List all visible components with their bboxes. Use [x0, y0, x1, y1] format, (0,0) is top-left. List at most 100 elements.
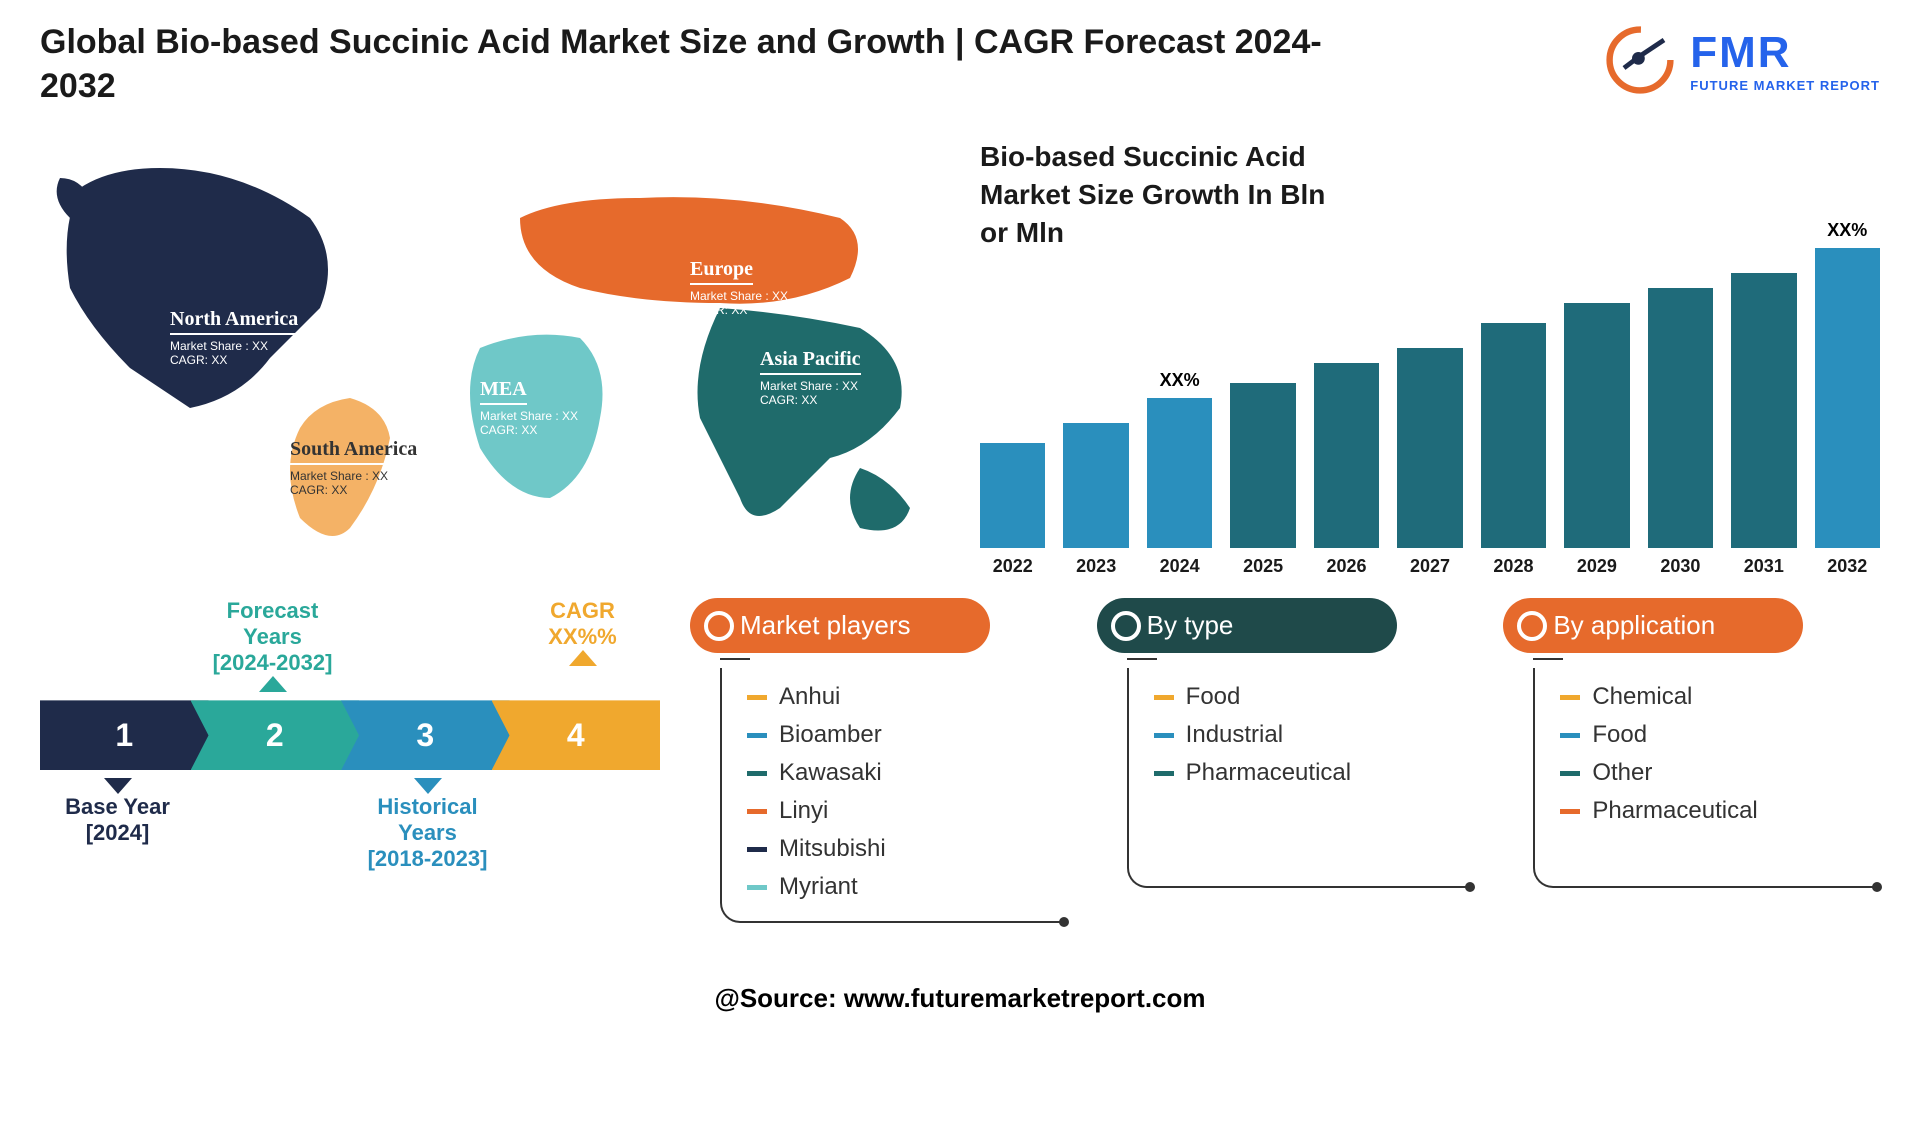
info-column: Market players Anhui Bioamber Kawasaki Linyi…: [690, 598, 1067, 923]
list-item: Pharmaceutical: [1560, 797, 1870, 825]
bar: [1063, 423, 1128, 548]
timeline-top-label: CAGRXX%%: [505, 598, 660, 650]
list-item: Anhui: [747, 683, 1057, 711]
region-label: North AmericaMarket Share : XXCAGR: XX: [170, 308, 298, 367]
item-dash-icon: [747, 771, 767, 776]
list-item: Other: [1560, 759, 1870, 787]
bar-column: 2025: [1230, 383, 1295, 577]
item-dash-icon: [1154, 695, 1174, 700]
bar-annotation: XX%: [1160, 370, 1200, 391]
growth-chart: Bio-based Succinic Acid Market Size Grow…: [980, 128, 1880, 548]
bar-label: 2024: [1160, 556, 1200, 577]
bar-label: 2030: [1660, 556, 1700, 577]
bar: [1648, 288, 1713, 548]
bar: XX%: [1815, 248, 1880, 548]
item-dash-icon: [1560, 809, 1580, 814]
bar: [1481, 323, 1546, 548]
bar: [1564, 303, 1629, 548]
region-label: South AmericaMarket Share : XXCAGR: XX: [290, 438, 417, 497]
info-bracket: Anhui Bioamber Kawasaki Linyi Mitsubishi Myri…: [720, 668, 1067, 923]
item-dash-icon: [747, 885, 767, 890]
list-item: Chemical: [1560, 683, 1870, 711]
list-item: Mitsubishi: [747, 835, 1057, 863]
logo: FMR FUTURE MARKET REPORT: [1600, 20, 1880, 100]
item-label: Chemical: [1592, 683, 1692, 711]
item-dash-icon: [1154, 771, 1174, 776]
bar: [1731, 273, 1796, 548]
logo-spyglass-icon: [1600, 20, 1680, 100]
bar: [1314, 363, 1379, 548]
bar: [980, 443, 1045, 548]
bar: XX%: [1147, 398, 1212, 548]
item-dash-icon: [747, 809, 767, 814]
bar-column: 2022: [980, 443, 1045, 577]
info-pill: By application: [1503, 598, 1803, 653]
bar-column: XX% 2024: [1147, 398, 1212, 577]
bar-label: 2027: [1410, 556, 1450, 577]
page-title: Global Bio-based Succinic Acid Market Si…: [40, 20, 1340, 108]
bar-annotation: XX%: [1827, 220, 1867, 241]
list-item: Food: [1560, 721, 1870, 749]
timeline-segment: 3: [341, 700, 510, 770]
item-label: Anhui: [779, 683, 840, 711]
chart-title: Bio-based Succinic Acid Market Size Grow…: [980, 138, 1360, 251]
timeline-bottom-label: Historical Years[2018-2023]: [350, 794, 505, 872]
region-label: EuropeMarket Share : XXCAGR: XX: [690, 258, 788, 317]
logo-text: FMR: [1690, 28, 1880, 78]
bar-label: 2029: [1577, 556, 1617, 577]
world-map: North AmericaMarket Share : XXCAGR: XX So…: [40, 128, 940, 548]
item-label: Linyi: [779, 797, 828, 825]
item-label: Industrial: [1186, 721, 1283, 749]
region-label: MEAMarket Share : XXCAGR: XX: [480, 378, 578, 437]
item-label: Kawasaki: [779, 759, 882, 787]
list-item: Kawasaki: [747, 759, 1057, 787]
timeline-segment: 2: [191, 700, 360, 770]
list-item: Industrial: [1154, 721, 1464, 749]
bar: [1230, 383, 1295, 548]
info-pill: By type: [1097, 598, 1397, 653]
bar-label: 2023: [1076, 556, 1116, 577]
info-column: By type Food Industrial Pharmaceutical: [1097, 598, 1474, 923]
bar-label: 2031: [1744, 556, 1784, 577]
item-dash-icon: [747, 847, 767, 852]
bar-column: 2027: [1397, 348, 1462, 577]
item-label: Mitsubishi: [779, 835, 886, 863]
bar: [1397, 348, 1462, 548]
list-item: Myriant: [747, 873, 1057, 901]
source-attribution: @Source: www.futuremarketreport.com: [40, 983, 1880, 1014]
bar-column: 2028: [1481, 323, 1546, 577]
timeline: Forecast Years[2024-2032] CAGRXX%% 1234 B…: [40, 598, 660, 872]
bar-column: 2023: [1063, 423, 1128, 577]
item-dash-icon: [1560, 771, 1580, 776]
info-pill: Market players: [690, 598, 990, 653]
item-dash-icon: [747, 695, 767, 700]
list-item: Pharmaceutical: [1154, 759, 1464, 787]
item-dash-icon: [1154, 733, 1174, 738]
bar-label: 2028: [1493, 556, 1533, 577]
bar-label: 2026: [1327, 556, 1367, 577]
list-item: Bioamber: [747, 721, 1057, 749]
item-dash-icon: [747, 733, 767, 738]
list-item: Food: [1154, 683, 1464, 711]
item-dash-icon: [1560, 695, 1580, 700]
bar-column: 2029: [1564, 303, 1629, 577]
timeline-segment: 1: [40, 700, 209, 770]
bar-label: 2032: [1827, 556, 1867, 577]
bar-label: 2025: [1243, 556, 1283, 577]
timeline-top-label: Forecast Years[2024-2032]: [195, 598, 350, 676]
info-bracket: Food Industrial Pharmaceutical: [1127, 668, 1474, 888]
item-label: Myriant: [779, 873, 858, 901]
info-column: By application Chemical Food Other Pharmaceu…: [1503, 598, 1880, 923]
bar-column: 2026: [1314, 363, 1379, 577]
item-label: Pharmaceutical: [1186, 759, 1351, 787]
item-label: Pharmaceutical: [1592, 797, 1757, 825]
region-label: Asia PacificMarket Share : XXCAGR: XX: [760, 348, 861, 407]
timeline-segment: 4: [492, 700, 661, 770]
bar-label: 2022: [993, 556, 1033, 577]
logo-subtitle: FUTURE MARKET REPORT: [1690, 78, 1880, 93]
item-label: Food: [1186, 683, 1241, 711]
bar-column: 2030: [1648, 288, 1713, 577]
timeline-bottom-label: Base Year[2024]: [40, 794, 195, 846]
bar-column: XX% 2032: [1815, 248, 1880, 577]
item-label: Food: [1592, 721, 1647, 749]
